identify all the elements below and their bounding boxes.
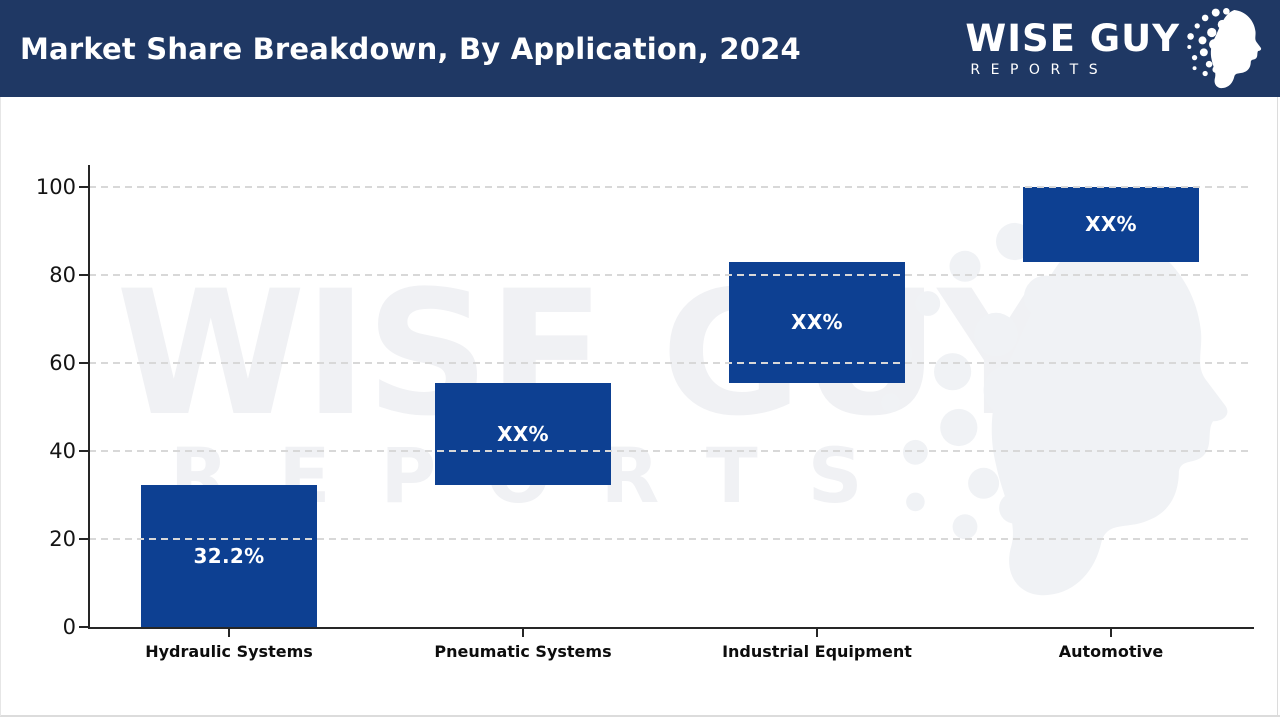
header-bar: Market Share Breakdown, By Application, … bbox=[0, 0, 1280, 97]
logo-subtitle: REPORTS bbox=[970, 62, 1109, 78]
y-tick-mark bbox=[79, 626, 88, 628]
chart-title: Market Share Breakdown, By Application, … bbox=[20, 31, 801, 66]
y-tick-mark bbox=[79, 362, 88, 364]
y-tick-label: 0 bbox=[62, 615, 76, 639]
watermark-head-icon bbox=[881, 219, 1228, 596]
bar-pneumatic-systems: XX% bbox=[435, 382, 611, 486]
x-category-label: Automotive bbox=[1058, 642, 1164, 661]
x-category-label: Industrial Equipment bbox=[722, 642, 912, 661]
wise-guy-reports-logo: WISE GUY REPORTS bbox=[965, 6, 1268, 92]
bar-value-label: XX% bbox=[497, 422, 549, 447]
bar-industrial-equipment: XX% bbox=[729, 261, 905, 383]
y-tick-mark bbox=[79, 186, 88, 188]
right-border-line bbox=[1277, 97, 1278, 716]
y-tick-mark bbox=[79, 450, 88, 452]
left-border-line bbox=[0, 97, 1, 716]
y-tick-label: 80 bbox=[49, 263, 76, 287]
x-tick-mark bbox=[1110, 629, 1112, 637]
bar-automotive: XX% bbox=[1023, 187, 1199, 262]
x-category-label: Hydraulic Systems bbox=[145, 642, 313, 661]
bar-hydraulic-systems: 32.2% bbox=[141, 485, 317, 627]
bottom-border-line bbox=[0, 715, 1280, 717]
y-axis-line bbox=[88, 165, 90, 629]
y-tick-label: 100 bbox=[35, 175, 76, 199]
bar-value-label: 32.2% bbox=[193, 544, 265, 569]
x-category-label: Pneumatic Systems bbox=[434, 642, 612, 661]
gridline-y-100 bbox=[89, 186, 1253, 188]
x-tick-mark bbox=[228, 629, 230, 637]
gridline-y-20 bbox=[89, 538, 1253, 540]
y-tick-label: 20 bbox=[49, 527, 76, 551]
x-tick-mark bbox=[816, 629, 818, 637]
gridline-y-60 bbox=[89, 362, 1253, 364]
gridline-y-40 bbox=[89, 450, 1253, 452]
y-tick-mark bbox=[79, 538, 88, 540]
bar-value-label: XX% bbox=[791, 310, 843, 335]
bar-value-label: XX% bbox=[1085, 212, 1137, 237]
x-axis-line bbox=[88, 627, 1254, 629]
gridline-y-80 bbox=[89, 274, 1253, 276]
logo-text: WISE GUY REPORTS bbox=[965, 20, 1180, 78]
y-tick-label: 60 bbox=[49, 351, 76, 375]
logo-head-icon bbox=[1187, 7, 1262, 89]
y-tick-label: 40 bbox=[49, 439, 76, 463]
y-tick-mark bbox=[79, 274, 88, 276]
x-tick-mark bbox=[522, 629, 524, 637]
logo-name: WISE GUY bbox=[965, 17, 1180, 60]
